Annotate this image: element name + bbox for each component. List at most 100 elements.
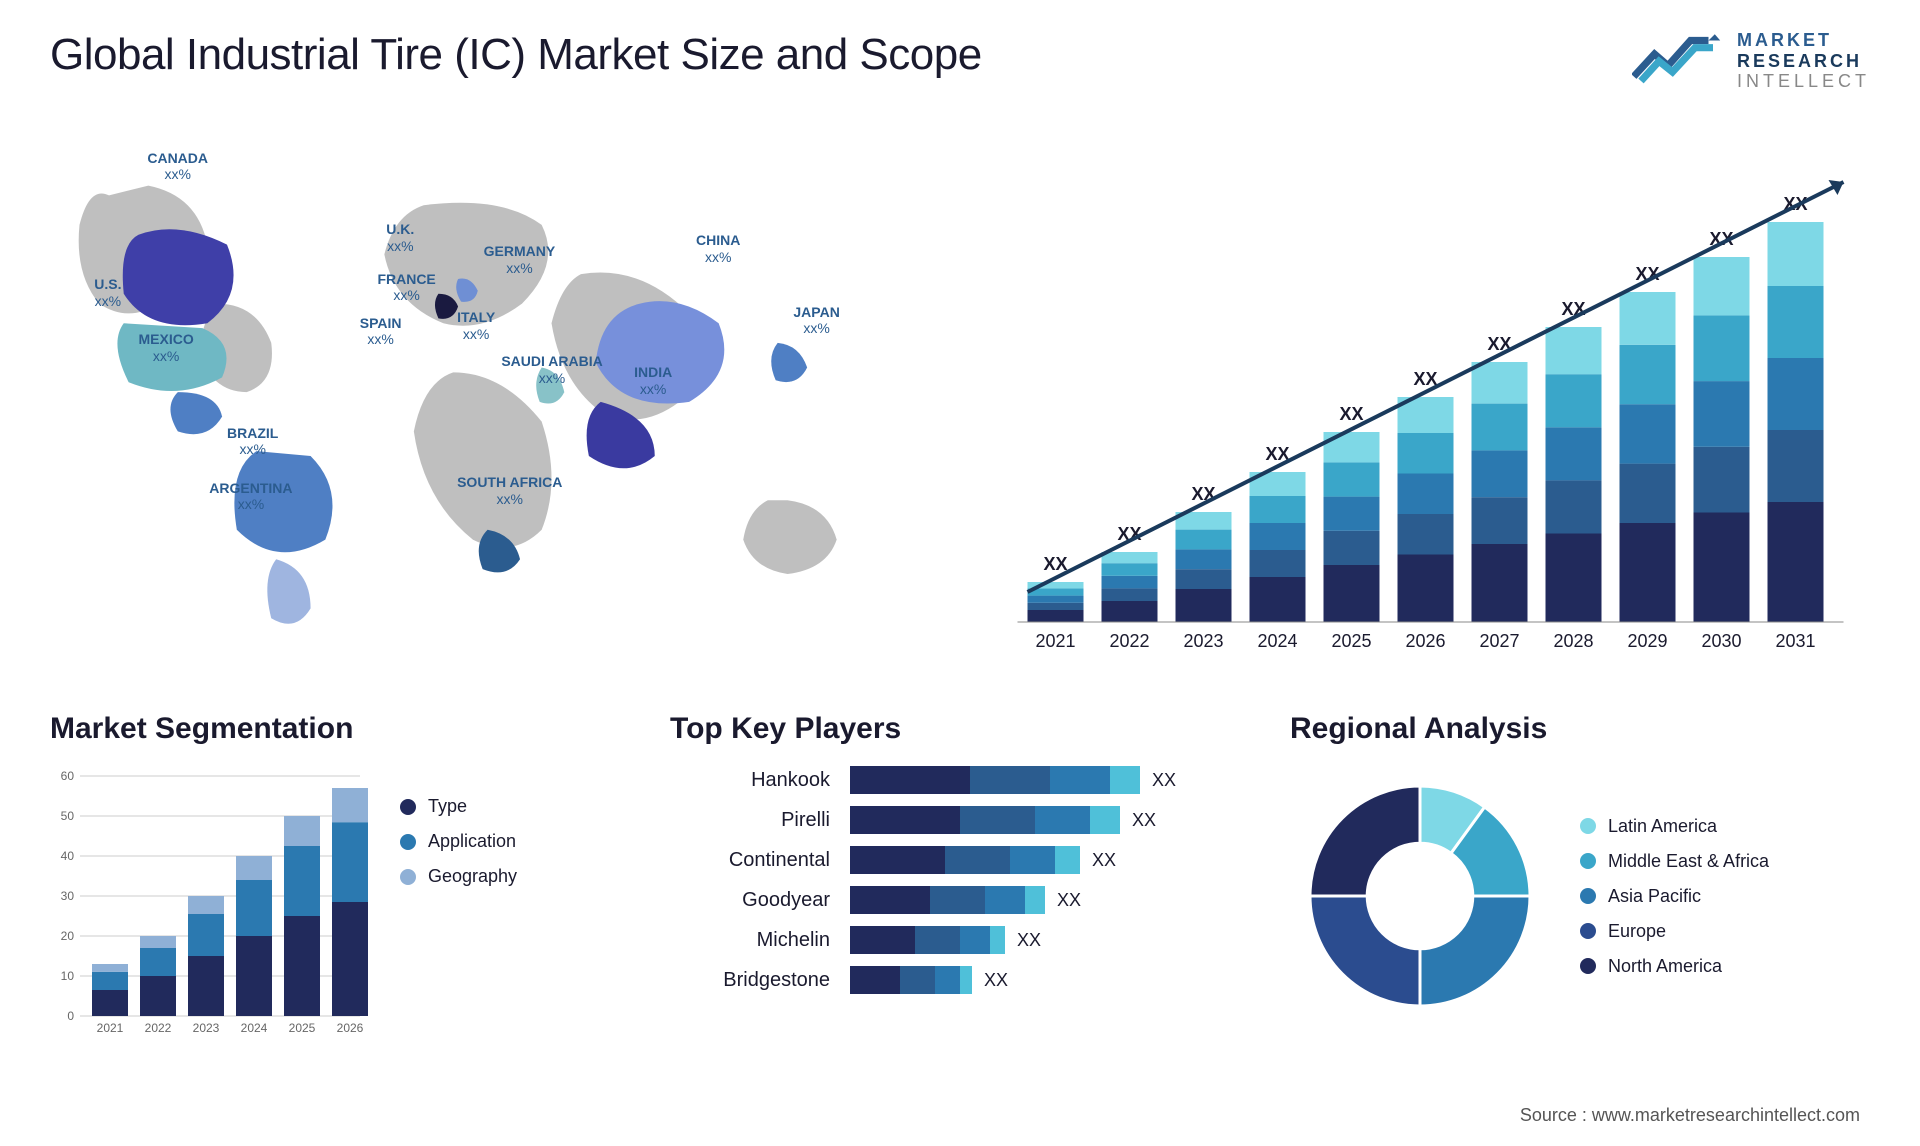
player-name: Hankook (690, 769, 830, 792)
legend-label: Type (428, 796, 467, 817)
source-text: Source : www.marketresearchintellect.com (1520, 1105, 1860, 1126)
player-bar-wrap: XX (850, 926, 1041, 954)
player-bar-segment (945, 846, 1010, 874)
player-bar-segment (1050, 766, 1110, 794)
legend-label: Middle East & Africa (1608, 851, 1769, 872)
header: Global Industrial Tire (IC) Market Size … (50, 30, 1870, 92)
svg-text:20: 20 (61, 929, 75, 943)
svg-text:2028: 2028 (1553, 631, 1593, 651)
player-bar-segment (850, 806, 960, 834)
legend-item: Asia Pacific (1580, 886, 1769, 907)
map-country-name: JAPAN (793, 304, 839, 320)
legend-item: Latin America (1580, 816, 1769, 837)
map-label: CHINAxx% (696, 232, 740, 266)
player-bar-wrap: XX (850, 966, 1008, 994)
svg-text:2023: 2023 (1183, 631, 1223, 651)
svg-text:2021: 2021 (97, 1021, 124, 1035)
map-country-name: U.S. (94, 276, 121, 292)
map-country-pct: xx% (696, 249, 740, 266)
players-title: Top Key Players (670, 712, 1250, 746)
legend-dot-icon (1580, 923, 1596, 939)
svg-text:2022: 2022 (1109, 631, 1149, 651)
player-bar (850, 766, 1140, 794)
map-country-name: SPAIN (360, 315, 402, 331)
players-section: Top Key Players HankookXXPirelliXXContin… (670, 712, 1250, 1062)
players-chart: HankookXXPirelliXXContinentalXXGoodyearX… (670, 766, 1250, 994)
page-title: Global Industrial Tire (IC) Market Size … (50, 30, 982, 80)
map-country-name: SOUTH AFRICA (457, 474, 562, 490)
svg-text:2024: 2024 (241, 1021, 268, 1035)
player-value: XX (984, 970, 1008, 991)
regional-legend: Latin America Middle East & Africa Asia Pa… (1580, 816, 1769, 977)
player-row: Goodyear XX (690, 886, 1250, 914)
logo-line1: MARKET (1737, 30, 1870, 51)
world-map-svg (50, 122, 935, 672)
player-value: XX (1017, 930, 1041, 951)
player-bar (850, 846, 1080, 874)
map-country-name: ARGENTINA (209, 480, 292, 496)
legend-item: Geography (400, 866, 517, 887)
player-name: Pirelli (690, 809, 830, 832)
player-bar-segment (960, 966, 972, 994)
svg-text:2031: 2031 (1775, 631, 1815, 651)
player-bar (850, 886, 1045, 914)
player-bar-wrap: XX (850, 886, 1081, 914)
legend-item: Application (400, 831, 517, 852)
legend-item: Middle East & Africa (1580, 851, 1769, 872)
map-label: MEXICOxx% (139, 331, 194, 365)
player-bar-segment (850, 766, 970, 794)
player-value: XX (1132, 810, 1156, 831)
world-map-panel: CANADAxx%U.S.xx%MEXICOxx%BRAZILxx%ARGENT… (50, 122, 935, 672)
map-country-pct: xx% (457, 326, 495, 343)
player-name: Bridgestone (690, 969, 830, 992)
map-country-pct: xx% (147, 166, 208, 183)
segmentation-chart-svg: 0102030405060 202120222023202420252026 (50, 766, 370, 1046)
map-country-pct: xx% (793, 320, 839, 337)
map-label: INDIAxx% (634, 364, 672, 398)
svg-text:40: 40 (61, 849, 75, 863)
player-bar-wrap: XX (850, 846, 1116, 874)
player-row: Bridgestone XX (690, 966, 1250, 994)
map-country-name: GERMANY (484, 243, 556, 259)
legend-dot-icon (1580, 958, 1596, 974)
map-country-name: INDIA (634, 364, 672, 380)
player-bar-segment (960, 926, 990, 954)
map-label: ITALYxx% (457, 309, 495, 343)
map-country-pct: xx% (501, 370, 602, 387)
player-bar (850, 806, 1120, 834)
player-row: HankookXX (690, 766, 1250, 794)
svg-text:2027: 2027 (1479, 631, 1519, 651)
map-label: ARGENTINAxx% (209, 480, 292, 514)
legend-item: Type (400, 796, 517, 817)
svg-text:60: 60 (61, 769, 75, 783)
legend-dot-icon (400, 799, 416, 815)
map-label: CANADAxx% (147, 150, 208, 184)
map-country-pct: xx% (227, 441, 278, 458)
map-label: BRAZILxx% (227, 425, 278, 459)
player-name: Goodyear (690, 889, 830, 912)
legend-dot-icon (400, 834, 416, 850)
map-country-pct: xx% (209, 496, 292, 513)
map-label: SAUDI ARABIAxx% (501, 353, 602, 387)
map-label: U.K.xx% (386, 221, 414, 255)
player-bar-segment (1110, 766, 1140, 794)
svg-text:2023: 2023 (193, 1021, 220, 1035)
legend-dot-icon (1580, 818, 1596, 834)
segmentation-legend: Type Application Geography (400, 796, 517, 887)
map-country-name: MEXICO (139, 331, 194, 347)
player-row: Pirelli XX (690, 806, 1250, 834)
player-bar-segment (900, 966, 935, 994)
legend-dot-icon (1580, 853, 1596, 869)
player-bar-segment (985, 886, 1025, 914)
player-name: Michelin (690, 929, 830, 952)
player-bar-segment (850, 886, 930, 914)
player-bar-segment (1090, 806, 1120, 834)
legend-label: Application (428, 831, 516, 852)
map-country-pct: xx% (360, 331, 402, 348)
map-label: SPAINxx% (360, 315, 402, 349)
svg-text:2030: 2030 (1701, 631, 1741, 651)
logo-text: MARKET RESEARCH INTELLECT (1737, 30, 1870, 92)
legend-item: North America (1580, 956, 1769, 977)
map-label: SOUTH AFRICAxx% (457, 474, 562, 508)
player-bar-segment (915, 926, 960, 954)
